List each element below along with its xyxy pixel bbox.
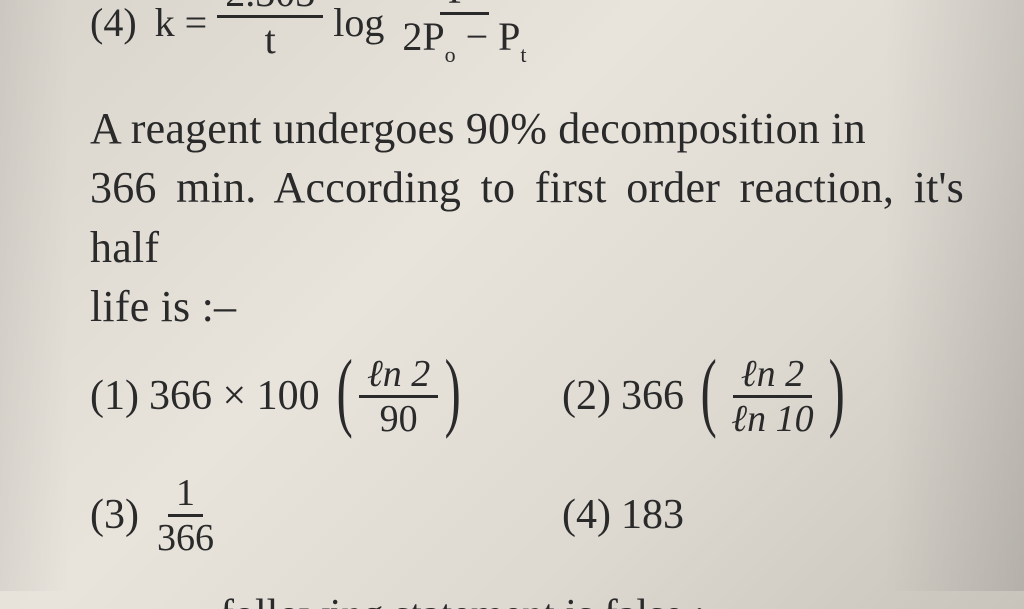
fraction-denominator: 90 [372, 398, 426, 438]
option-label: (1) [90, 372, 139, 420]
log-text: log [333, 0, 384, 46]
fraction-numerator: ℓn 2 [733, 355, 812, 398]
option-label: (3) [90, 491, 139, 539]
fraction-numerator: 1 [168, 474, 203, 517]
option-label: (4) [90, 0, 137, 46]
parenthesized-fraction: ( ℓn 2 90 ) [330, 355, 468, 438]
parenthesized-fraction: ( ℓn 2 ℓn 10 ) [694, 355, 851, 438]
fraction-numerator: 2.303 [217, 0, 323, 18]
fraction-numerator: Po [440, 0, 489, 15]
fraction-denominator: ℓn 10 [723, 398, 821, 438]
page-scan: (4) k = 2.303 t log Po 2Po − Pt A reagen… [0, 0, 1024, 591]
option-2: (2) 366 ( ℓn 2 ℓn 10 ) [562, 355, 964, 438]
option-label: (2) [562, 372, 611, 420]
option-text: 183 [621, 491, 684, 539]
options-block: (1) 366 × 100 ( ℓn 2 90 ) (2) 366 ( [90, 355, 964, 557]
fraction-denominator: t [257, 18, 284, 60]
fraction-1-over-366: 1 366 [149, 474, 222, 557]
partial-text: following statement is false :- [220, 592, 719, 609]
fraction-2303-over-t: 2.303 t [217, 0, 323, 60]
option-4: (4) 183 [562, 474, 964, 557]
fraction-ln2-over-ln10: ℓn 2 ℓn 10 [723, 355, 821, 438]
question-line-3: life is :– [90, 277, 964, 336]
option-label: (4) [562, 491, 611, 539]
fraction-ln2-over-90: ℓn 2 90 [359, 355, 438, 438]
option-pretext: 366 [621, 372, 684, 420]
fraction-denominator: 2Po − Pt [394, 15, 534, 63]
question-text: A reagent undergoes 90% decomposition in… [90, 99, 964, 337]
question-line-2: 366 min. According to first order reacti… [90, 158, 964, 277]
options-row-1: (1) 366 × 100 ( ℓn 2 90 ) (2) 366 ( [90, 355, 964, 438]
next-question-partial: following statement is false :- [90, 591, 964, 609]
question-line-1: A reagent undergoes 90% decomposition in [90, 99, 964, 158]
previous-option-4-equation: (4) k = 2.303 t log Po 2Po − Pt [90, 0, 964, 63]
options-row-2: (3) 1 366 (4) 183 [90, 474, 964, 557]
fraction-denominator: 366 [149, 517, 222, 557]
option-pretext: 366 × 100 [149, 372, 320, 420]
option-1: (1) 366 × 100 ( ℓn 2 90 ) [90, 355, 562, 438]
equation-lhs: k [155, 0, 175, 46]
fraction-P-over-2P-minus-P: Po 2Po − Pt [394, 0, 534, 63]
equals-sign: = [185, 0, 208, 46]
fraction-numerator: ℓn 2 [359, 355, 438, 398]
option-3: (3) 1 366 [90, 474, 562, 557]
